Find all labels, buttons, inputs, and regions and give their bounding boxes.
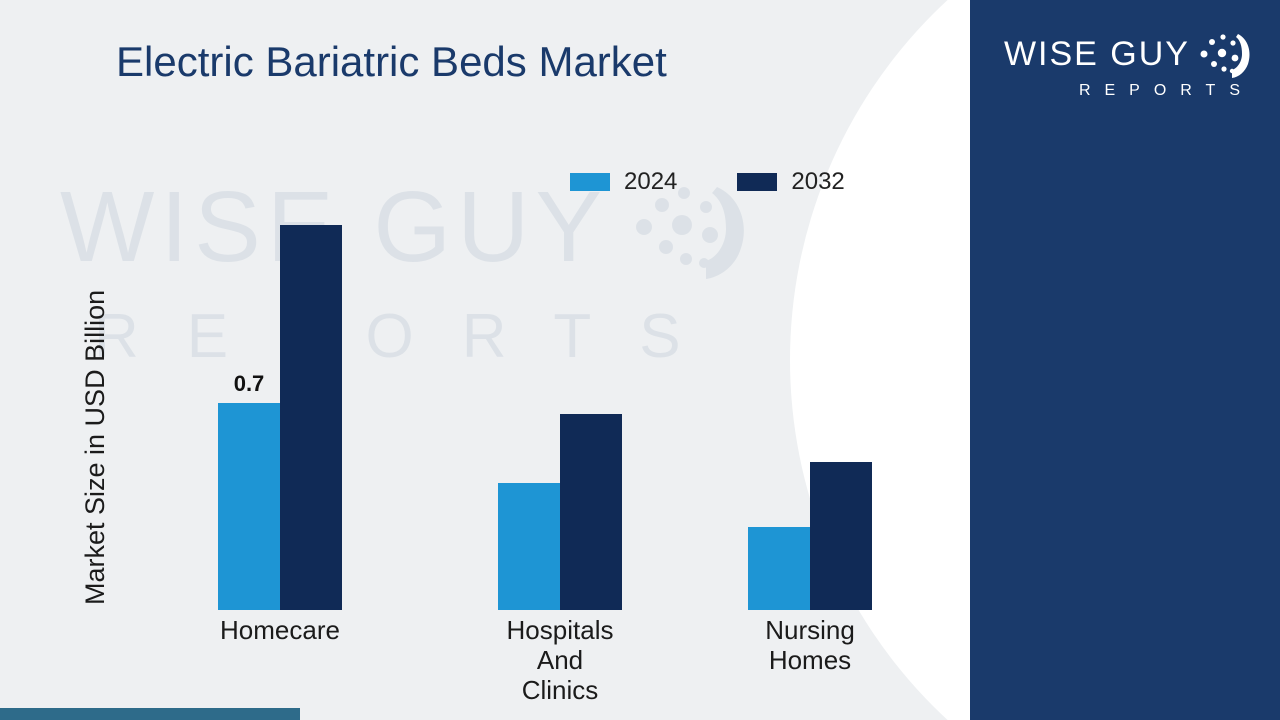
brand-head-icon <box>1196 28 1254 80</box>
bar-value-label: 0.7 <box>218 371 280 397</box>
legend-item: 2032 <box>737 168 844 196</box>
legend: 2024 2032 <box>570 168 845 196</box>
bottom-accent-bar <box>0 708 300 720</box>
legend-label: 2024 <box>624 168 677 196</box>
brand-panel <box>970 0 1280 720</box>
legend-swatch <box>737 173 777 191</box>
legend-swatch <box>570 173 610 191</box>
bar-group <box>748 210 872 610</box>
category-label: NursingHomes <box>710 616 910 676</box>
brand-line2: REPORTS <box>1004 82 1254 100</box>
bar-2032 <box>560 414 622 610</box>
bar-2024 <box>498 483 560 610</box>
plot-area: 0.7HomecareHospitalsAndClinicsNursingHom… <box>120 210 920 610</box>
chart-title: Electric Bariatric Beds Market <box>116 38 667 86</box>
bar-2032 <box>810 462 872 610</box>
bar-2024 <box>748 527 810 610</box>
bar-group: 0.7 <box>218 210 342 610</box>
category-label: HospitalsAndClinics <box>460 616 660 706</box>
y-axis-label: Market Size in USD Billion <box>80 290 111 605</box>
bar-chart: 0.7HomecareHospitalsAndClinicsNursingHom… <box>120 210 920 610</box>
brand-logo: WISE GUY REPORTS <box>1004 28 1254 100</box>
bar-group <box>498 210 622 610</box>
bar-2032 <box>280 225 342 610</box>
legend-label: 2032 <box>791 168 844 196</box>
legend-item: 2024 <box>570 168 677 196</box>
chart-canvas: WISE GUY REPORTS WISE GUY <box>0 0 1280 720</box>
bar-2024 <box>218 403 280 610</box>
brand-line1: WISE GUY <box>1004 35 1190 74</box>
category-label: Homecare <box>180 616 380 646</box>
